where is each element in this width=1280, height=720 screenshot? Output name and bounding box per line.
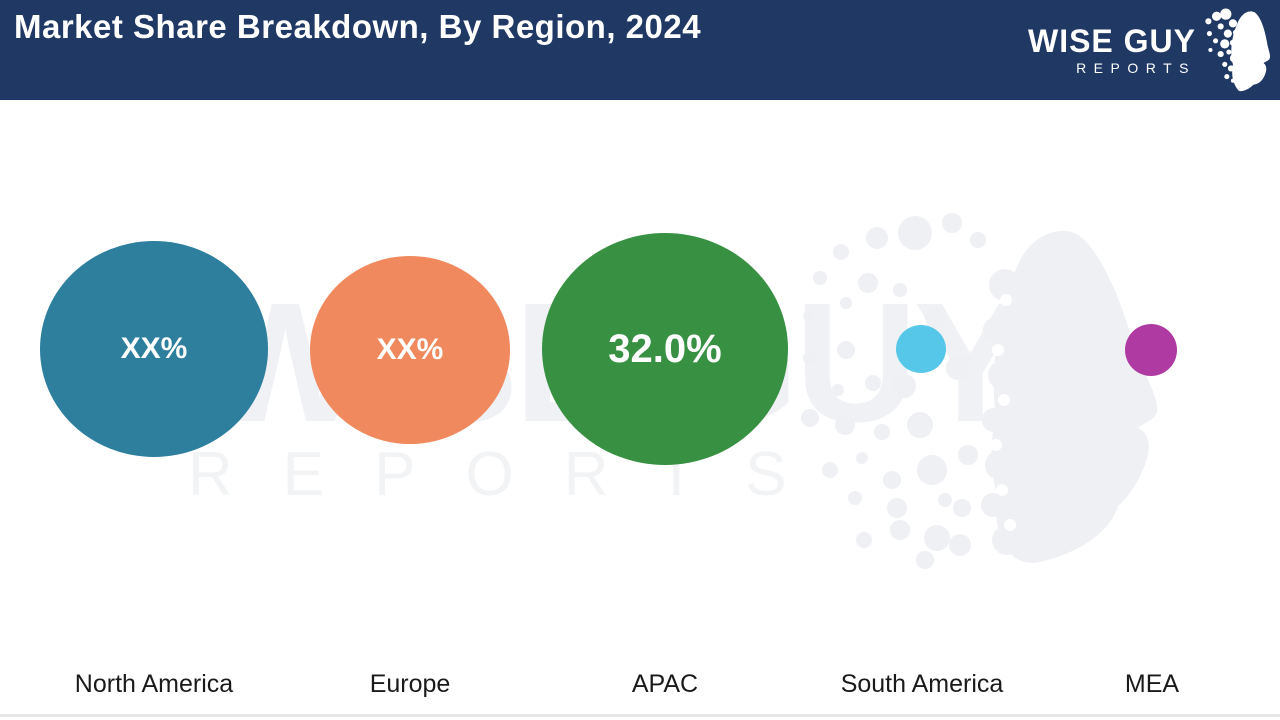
watermark-head-icon: [801, 213, 1158, 569]
region-label-europe: Europe: [369, 670, 451, 698]
wiseguy-logo-name: WISE GUY: [1027, 22, 1196, 59]
region-label-mea: MEA: [1124, 670, 1180, 698]
header-bar: Market Share Breakdown, By Region, 2024 …: [0, 0, 1280, 100]
watermark-subtitle: REPORTS: [188, 440, 837, 509]
bubble-north-america: XX%: [40, 241, 268, 457]
bubble-south-america: [896, 325, 946, 373]
bubble-europe: XX%: [310, 256, 510, 444]
bubble-value-apac: 32.0%: [608, 326, 722, 371]
wiseguy-head-icon: [1205, 8, 1271, 92]
wiseguy-logo-subtitle: REPORTS: [1076, 59, 1196, 76]
wiseguy-logo-text: WISE GUY REPORTS: [1028, 25, 1196, 76]
bubble-mea: [1125, 324, 1177, 376]
bottom-divider: [0, 714, 1280, 717]
bubble-value-north-america: XX%: [120, 332, 188, 365]
bubble-chart: WISE GUY REPORTS XX% XX: [0, 100, 1280, 717]
region-label-apac: APAC: [631, 670, 699, 698]
bubble-value-europe: XX%: [376, 333, 444, 366]
page-title: Market Share Breakdown, By Region, 2024: [14, 8, 702, 45]
region-label-north-america: North America: [74, 670, 234, 698]
wiseguy-logo: WISE GUY REPORTS: [1028, 6, 1272, 94]
region-label-south-america: South America: [840, 670, 1004, 698]
bubble-apac: 32.0%: [542, 233, 788, 465]
